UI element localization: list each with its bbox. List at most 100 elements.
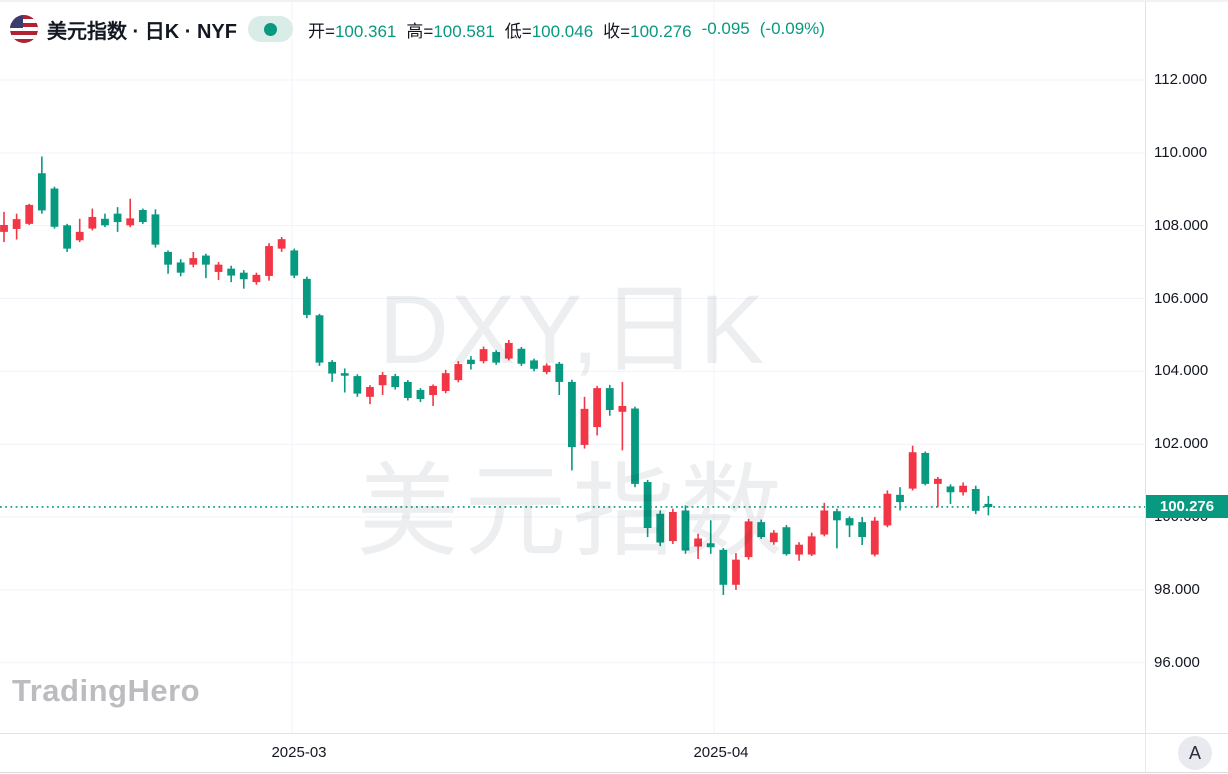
equals-sign: = xyxy=(325,21,335,41)
candle[interactable] xyxy=(101,213,109,228)
candle[interactable] xyxy=(744,518,753,560)
candles-layer[interactable] xyxy=(0,156,993,595)
candle[interactable] xyxy=(870,517,879,557)
candle[interactable] xyxy=(315,313,324,366)
candle[interactable] xyxy=(656,510,665,547)
candle[interactable] xyxy=(719,547,728,595)
price-tick-label: 102.000 xyxy=(1154,435,1209,453)
candle[interactable] xyxy=(328,360,337,382)
candle[interactable] xyxy=(63,223,71,252)
candle[interactable] xyxy=(694,533,702,559)
candlestick-chart[interactable] xyxy=(0,2,1145,733)
candle[interactable] xyxy=(340,368,349,393)
ohlc-item: 收=100.276 xyxy=(603,17,691,42)
candle[interactable] xyxy=(416,388,425,402)
candle[interactable] xyxy=(290,248,299,279)
candle[interactable] xyxy=(151,209,160,248)
candle[interactable] xyxy=(12,213,21,240)
equals-sign: = xyxy=(423,21,434,41)
candle[interactable] xyxy=(807,532,816,557)
candle[interactable] xyxy=(227,265,236,283)
candle[interactable] xyxy=(25,203,34,225)
price-axis[interactable]: 112.000 110.000 108.000 106.000 104.000 102.0… xyxy=(1146,2,1228,733)
candle[interactable] xyxy=(706,520,715,554)
axis-corner-divider xyxy=(1145,734,1146,772)
candle[interactable] xyxy=(933,476,942,508)
candle[interactable] xyxy=(302,276,311,319)
candle[interactable] xyxy=(252,272,261,285)
candle[interactable] xyxy=(467,356,475,370)
candle[interactable] xyxy=(378,372,387,396)
symbol-legend: 美元指数 · 日K · NYF 开=100.361 高=100.581 低=100.… xyxy=(10,12,825,46)
candle[interactable] xyxy=(391,373,400,390)
candle[interactable] xyxy=(113,207,122,232)
candle[interactable] xyxy=(353,374,362,397)
candle[interactable] xyxy=(971,485,980,515)
candle[interactable] xyxy=(202,253,210,279)
candle[interactable] xyxy=(732,553,740,590)
candle[interactable] xyxy=(858,517,867,546)
font-size-button[interactable]: A xyxy=(1178,736,1212,770)
candle[interactable] xyxy=(605,384,614,416)
candle[interactable] xyxy=(277,236,286,252)
candle[interactable] xyxy=(959,482,968,496)
candle[interactable] xyxy=(820,502,829,537)
candle[interactable] xyxy=(668,508,677,544)
candle[interactable] xyxy=(580,396,589,449)
candle[interactable] xyxy=(782,525,791,556)
candle[interactable] xyxy=(593,385,602,436)
candle[interactable] xyxy=(504,340,513,361)
candle[interactable] xyxy=(845,516,854,538)
candle[interactable] xyxy=(403,380,412,401)
candle[interactable] xyxy=(37,156,46,214)
candle[interactable] xyxy=(265,243,273,281)
candle[interactable] xyxy=(833,508,841,549)
price-tick-label: 106.000 xyxy=(1154,289,1209,307)
time-axis[interactable]: 2025-03 2025-04 A xyxy=(0,733,1228,773)
candle[interactable] xyxy=(50,186,59,229)
ohlc-label: 高 xyxy=(406,21,424,41)
candle[interactable] xyxy=(441,369,450,394)
candle[interactable] xyxy=(631,406,639,488)
candle[interactable] xyxy=(429,384,437,406)
candle[interactable] xyxy=(189,251,198,268)
candle[interactable] xyxy=(214,262,223,280)
candle[interactable] xyxy=(164,250,172,274)
candle[interactable] xyxy=(366,385,374,405)
candle[interactable] xyxy=(946,484,955,504)
candle[interactable] xyxy=(908,445,917,491)
candle[interactable] xyxy=(542,363,551,375)
price-tick-label: 104.000 xyxy=(1154,362,1209,380)
candle[interactable] xyxy=(176,259,185,277)
series-visibility-pill[interactable] xyxy=(248,16,293,42)
candle[interactable] xyxy=(126,198,135,228)
candle[interactable] xyxy=(530,358,538,372)
candle[interactable] xyxy=(0,211,8,243)
candle[interactable] xyxy=(88,208,97,231)
candle[interactable] xyxy=(555,361,564,396)
candle[interactable] xyxy=(643,479,652,538)
candle[interactable] xyxy=(757,519,766,539)
candle[interactable] xyxy=(138,208,147,224)
candle[interactable] xyxy=(75,218,84,243)
equals-sign: = xyxy=(521,21,532,41)
candle[interactable] xyxy=(984,495,993,516)
candle[interactable] xyxy=(896,487,904,511)
candle[interactable] xyxy=(239,270,248,289)
candle[interactable] xyxy=(568,379,576,471)
ohlc-value: 100.046 xyxy=(531,21,594,41)
symbol-title[interactable]: 美元指数 · 日K · NYF xyxy=(47,20,237,43)
candle[interactable] xyxy=(883,490,892,528)
candle[interactable] xyxy=(517,346,526,366)
candle[interactable] xyxy=(681,505,690,554)
candle[interactable] xyxy=(618,381,627,451)
candle[interactable] xyxy=(492,350,501,365)
candle[interactable] xyxy=(769,530,778,545)
candle[interactable] xyxy=(795,542,803,561)
candle[interactable] xyxy=(921,451,930,486)
candle[interactable] xyxy=(454,361,463,383)
price-pane[interactable]: DXY,日K 美元指数 TradingHero 美元指数 · 日K · NYF … xyxy=(0,2,1146,733)
candle[interactable] xyxy=(479,346,488,364)
price-tick-label: 98.000 xyxy=(1154,580,1200,598)
